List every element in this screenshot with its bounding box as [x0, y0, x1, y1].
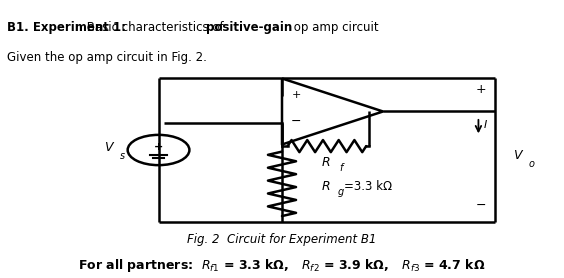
Text: B1. Experiment 1:: B1. Experiment 1: — [7, 21, 126, 34]
Text: +: + — [154, 142, 163, 152]
Text: V: V — [513, 149, 522, 162]
Text: g: g — [338, 187, 344, 197]
Text: f: f — [339, 163, 342, 173]
Text: s: s — [120, 150, 125, 160]
Text: For all partners:  $R_{f1}$ = 3.3 kΩ,   $R_{f2}$ = 3.9 kΩ,   $R_{f3}$ = 4.7 kΩ: For all partners: $R_{f1}$ = 3.3 kΩ, $R_… — [78, 257, 486, 274]
Text: =3.3 kΩ: =3.3 kΩ — [343, 180, 392, 193]
Text: o: o — [528, 159, 535, 169]
Text: +: + — [292, 90, 301, 100]
Text: positive-gain: positive-gain — [206, 21, 293, 34]
Text: Basic characteristics of: Basic characteristics of — [83, 21, 227, 34]
Text: op amp circuit: op amp circuit — [290, 21, 379, 34]
Text: Fig. 2  Circuit for Experiment B1: Fig. 2 Circuit for Experiment B1 — [187, 233, 377, 246]
Text: Given the op amp circuit in Fig. 2.: Given the op amp circuit in Fig. 2. — [7, 51, 207, 64]
Text: V: V — [104, 141, 112, 154]
Text: R: R — [321, 156, 330, 169]
Text: +: + — [476, 83, 487, 96]
Text: I: I — [484, 120, 487, 130]
Text: −: − — [476, 198, 487, 212]
Text: R: R — [321, 180, 330, 193]
Text: −: − — [291, 115, 301, 128]
